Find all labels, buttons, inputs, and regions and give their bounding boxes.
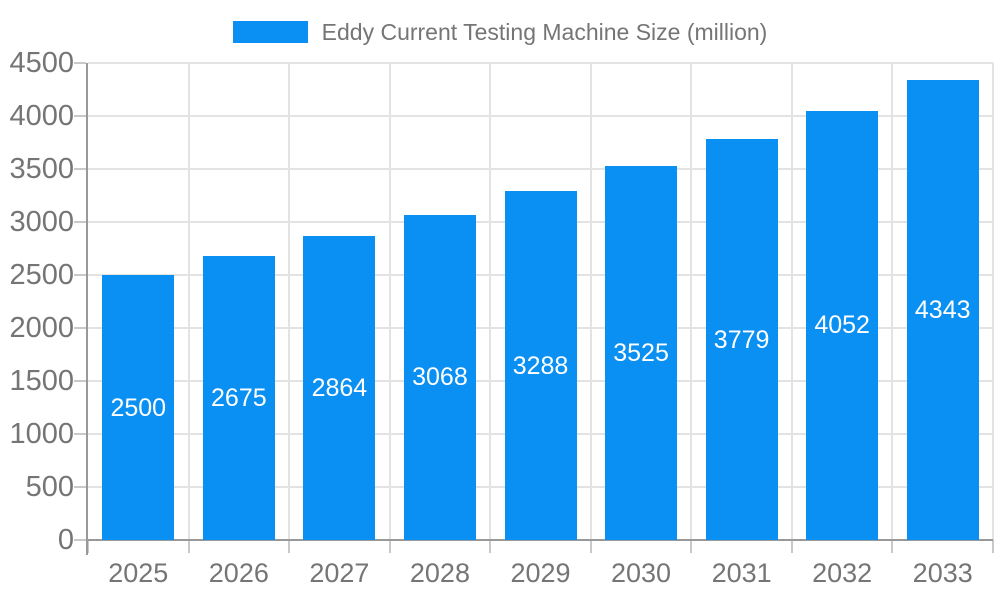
x-grid-line bbox=[288, 63, 291, 540]
bar-value-label: 3068 bbox=[412, 363, 468, 392]
x-tick bbox=[589, 540, 592, 553]
y-tick-label: 500 bbox=[25, 471, 74, 503]
bar[interactable]: 2500 bbox=[102, 275, 175, 540]
x-tick-label: 2026 bbox=[208, 558, 269, 588]
y-tick-label: 0 bbox=[57, 524, 74, 556]
x-axis-line bbox=[88, 539, 993, 541]
bar-value-label: 3779 bbox=[713, 325, 770, 354]
y-tick-label: 1000 bbox=[9, 418, 74, 450]
x-tick bbox=[690, 540, 693, 553]
x-tick-label: 2025 bbox=[108, 558, 169, 588]
x-tick-label: 2033 bbox=[912, 558, 973, 588]
bar[interactable]: 3779 bbox=[705, 139, 778, 540]
bar-value-label: 2864 bbox=[311, 374, 368, 403]
y-tick-label: 4500 bbox=[9, 47, 74, 79]
y-tick bbox=[74, 274, 86, 276]
bar[interactable]: 3068 bbox=[403, 214, 476, 540]
legend[interactable]: Eddy Current Testing Machine Size (milli… bbox=[0, 18, 1000, 46]
y-tick-label: 4000 bbox=[9, 100, 74, 132]
y-axis-line bbox=[86, 63, 88, 555]
x-tick-label: 2030 bbox=[611, 558, 672, 588]
x-tick-label: 2031 bbox=[711, 558, 772, 588]
plot-area: 2500 2675 2864 3068 3288 3525 3779 4052 4343 bbox=[74, 62, 994, 555]
x-tick bbox=[489, 540, 492, 553]
bar-value-label: 4343 bbox=[914, 295, 971, 324]
y-tick bbox=[74, 62, 86, 64]
bar[interactable]: 4343 bbox=[906, 79, 979, 540]
y-tick-label: 3500 bbox=[9, 153, 74, 185]
x-grid-line bbox=[187, 63, 190, 540]
x-grid-line bbox=[589, 63, 592, 540]
y-tick-label: 2500 bbox=[9, 259, 74, 291]
x-tick bbox=[992, 540, 994, 553]
x-tick bbox=[388, 540, 391, 553]
x-grid-line bbox=[790, 63, 793, 540]
bar[interactable]: 2675 bbox=[202, 256, 275, 540]
x-grid-line bbox=[992, 63, 994, 540]
y-tick bbox=[74, 380, 86, 382]
x-tick-label: 2029 bbox=[510, 558, 571, 588]
x-grid-line bbox=[690, 63, 693, 540]
bar-value-label: 2500 bbox=[110, 393, 167, 422]
x-tick bbox=[87, 540, 89, 553]
bar-value-label: 3288 bbox=[512, 351, 569, 380]
x-tick bbox=[288, 540, 291, 553]
y-tick bbox=[74, 539, 86, 541]
y-tick bbox=[74, 221, 86, 223]
y-tick bbox=[74, 168, 86, 170]
x-grid-line bbox=[388, 63, 391, 540]
y-tick bbox=[74, 486, 86, 488]
y-grid-line bbox=[88, 168, 993, 170]
bar-value-label: 2675 bbox=[211, 384, 267, 413]
y-tick bbox=[74, 327, 86, 329]
y-tick-label: 2000 bbox=[9, 312, 74, 344]
bar-value-label: 4052 bbox=[814, 311, 870, 340]
legend-swatch bbox=[232, 21, 308, 43]
bar[interactable]: 4052 bbox=[806, 110, 879, 540]
y-tick-label: 1500 bbox=[9, 365, 74, 397]
bar[interactable]: 3525 bbox=[605, 166, 678, 540]
x-tick-label: 2028 bbox=[409, 558, 470, 588]
y-tick bbox=[74, 115, 86, 117]
x-tick bbox=[187, 540, 190, 553]
x-tick bbox=[891, 540, 894, 553]
x-tick-label: 2032 bbox=[812, 558, 873, 588]
y-tick-label: 3000 bbox=[9, 206, 74, 238]
legend-label: Eddy Current Testing Machine Size (milli… bbox=[321, 19, 768, 45]
bar-value-label: 3525 bbox=[613, 339, 669, 368]
y-tick bbox=[74, 433, 86, 435]
y-grid-line bbox=[88, 115, 993, 117]
x-grid-line bbox=[489, 63, 492, 540]
y-grid-line bbox=[88, 62, 993, 64]
x-grid-line bbox=[891, 63, 894, 540]
x-tick bbox=[790, 540, 793, 553]
x-tick-label: 2027 bbox=[309, 558, 370, 588]
bar[interactable]: 3288 bbox=[504, 191, 577, 540]
bar[interactable]: 2864 bbox=[303, 236, 376, 540]
